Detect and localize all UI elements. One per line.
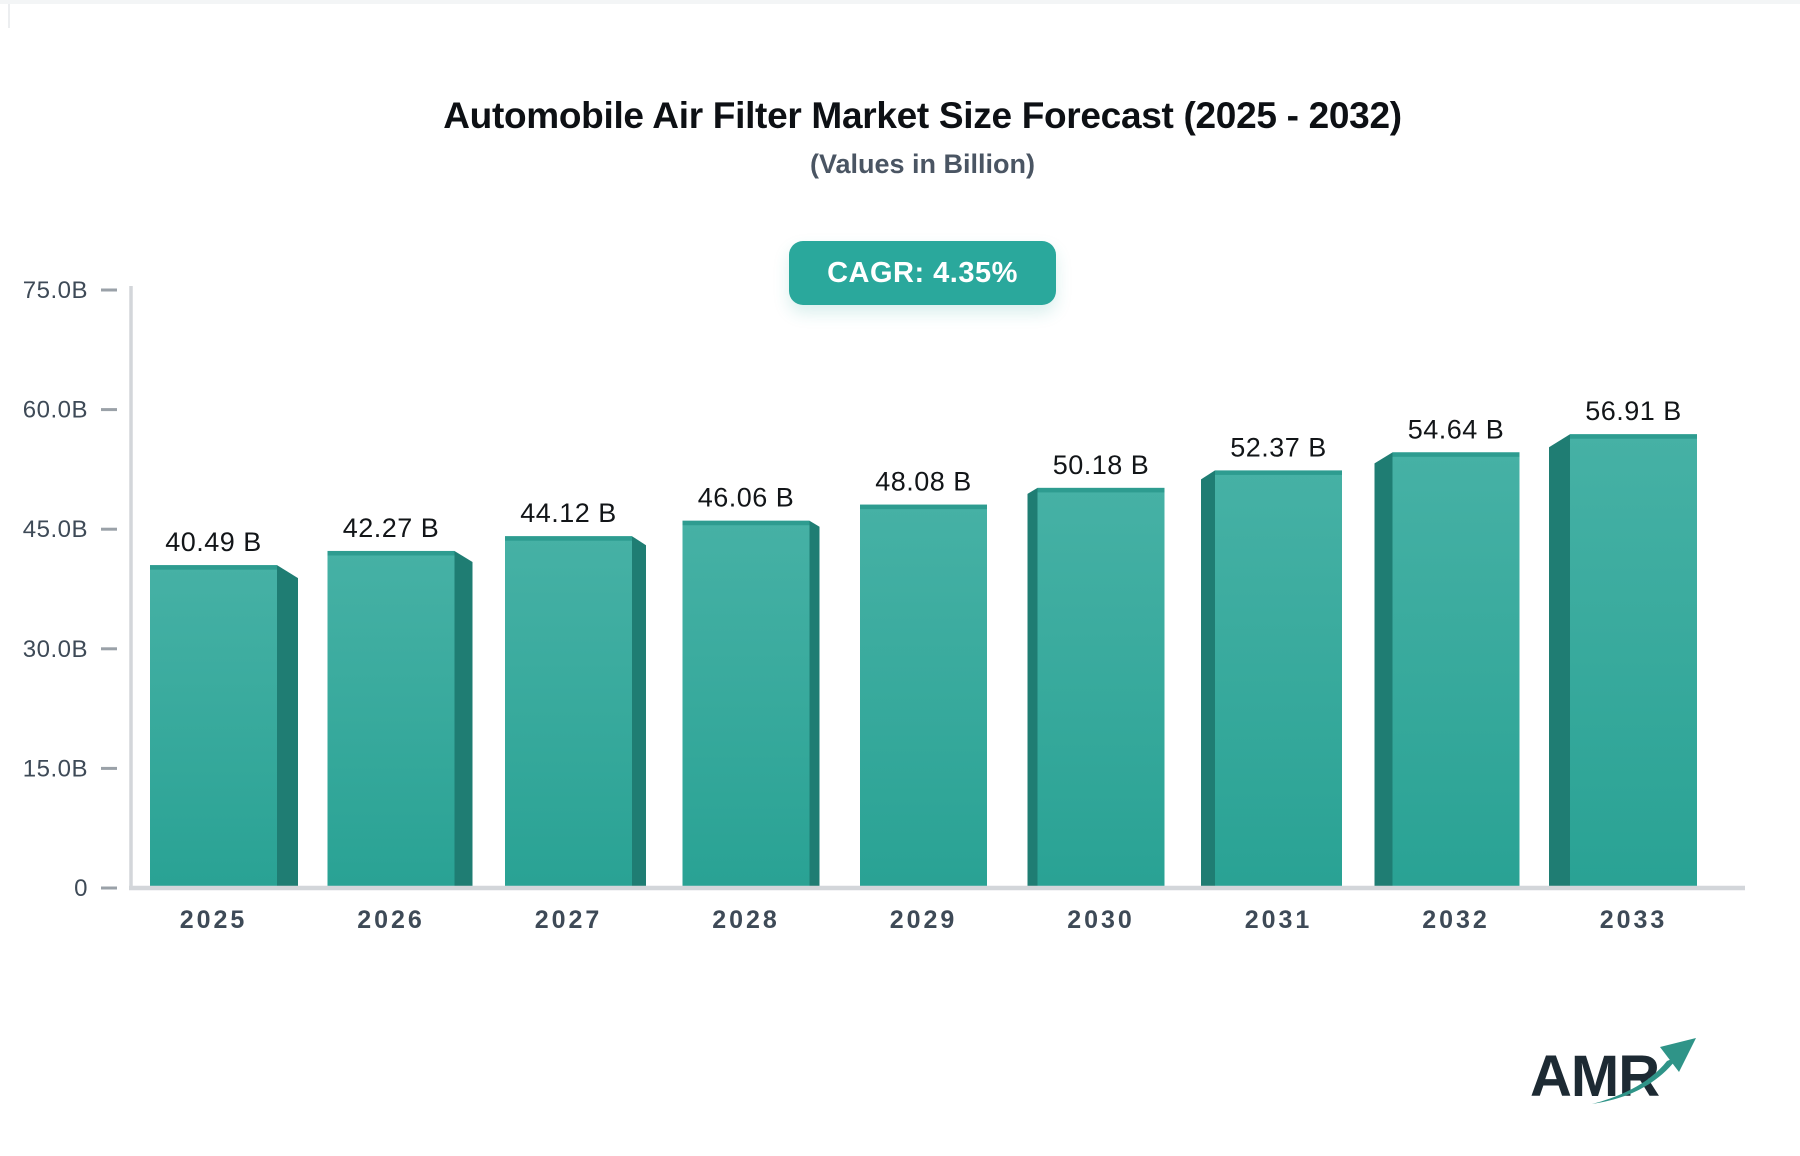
chart-subtitle: (Values in Billion) [809, 149, 1036, 180]
bar-side-3d [632, 536, 646, 890]
chart-header: Automobile Air Filter Market Size Foreca… [0, 0, 1800, 305]
x-axis-label: 2031 [1245, 906, 1313, 934]
bar-side-3d [454, 550, 473, 890]
bar [1570, 434, 1697, 890]
amr-logo-arrow-head [1660, 1038, 1696, 1072]
value-label: 52.37 B [1230, 432, 1327, 462]
cagr-badge: CAGR: 4.35% [789, 240, 1056, 305]
y-axis-label: 60.0B [23, 397, 88, 424]
value-label: 46.06 B [698, 483, 795, 513]
value-label: 44.12 B [520, 498, 617, 528]
bar-top-edge [505, 536, 632, 541]
bar-top-edge [1570, 434, 1697, 439]
bar [682, 520, 810, 890]
y-axis-label: 75.0B [23, 277, 88, 304]
bar-side-3d [1549, 434, 1570, 890]
x-axis-label: 2026 [357, 906, 425, 934]
bar-top-edge [1037, 487, 1165, 493]
x-axis-label: 2028 [712, 906, 780, 934]
bar [1392, 452, 1520, 890]
bar [1037, 487, 1165, 890]
bar-top-edge [1215, 470, 1342, 475]
value-label: 50.18 B [1053, 450, 1150, 480]
value-label: 42.27 B [343, 513, 440, 543]
bar-top-edge [327, 550, 455, 556]
bar-top-edge [860, 504, 987, 510]
value-label: 54.64 B [1408, 414, 1505, 444]
amr-logo-text: AMR [1530, 1044, 1659, 1109]
bar-side-3d [1027, 487, 1038, 890]
card-left-border [8, 4, 10, 28]
y-axis-label: 30.0B [23, 636, 88, 663]
x-axis-label: 2027 [535, 906, 603, 934]
bar-top-edge [150, 565, 277, 570]
bar-side-3d [1201, 470, 1215, 890]
value-label: 40.49 B [165, 527, 262, 557]
value-label: 56.91 B [1585, 396, 1682, 426]
x-axis-label: 2030 [1067, 906, 1135, 934]
bar-chart-canvas: 0 15.0B 30.0B 45.0B 60.0B 75.0B 40.49 B 2025 42.… [23, 277, 1745, 934]
bar-side-3d [1374, 452, 1393, 890]
card-top-border [0, 0, 1800, 4]
x-axis-label: 2032 [1422, 906, 1490, 934]
amr-logo: AMR [1530, 1038, 1696, 1109]
y-axis-label: 45.0B [23, 516, 88, 543]
bar-side-3d [277, 565, 298, 890]
bar-side-3d [809, 520, 820, 890]
bar-top-edge [1392, 452, 1520, 457]
bar-top-edge [682, 520, 810, 526]
bar [150, 565, 277, 890]
bar [860, 504, 987, 890]
chart-title: Automobile Air Filter Market Size Foreca… [443, 95, 1402, 136]
x-axis-label: 2025 [180, 906, 248, 934]
amr-logo-arrow-swoosh [1592, 1056, 1679, 1104]
bar [327, 550, 455, 890]
y-axis-label: 0 [74, 875, 88, 902]
y-axis-label: 15.0B [23, 755, 88, 782]
x-axis-label: 2033 [1600, 906, 1668, 934]
bar [505, 536, 632, 890]
x-axis-label: 2029 [890, 906, 958, 934]
value-label: 48.08 B [875, 467, 972, 497]
bar [1215, 470, 1342, 890]
